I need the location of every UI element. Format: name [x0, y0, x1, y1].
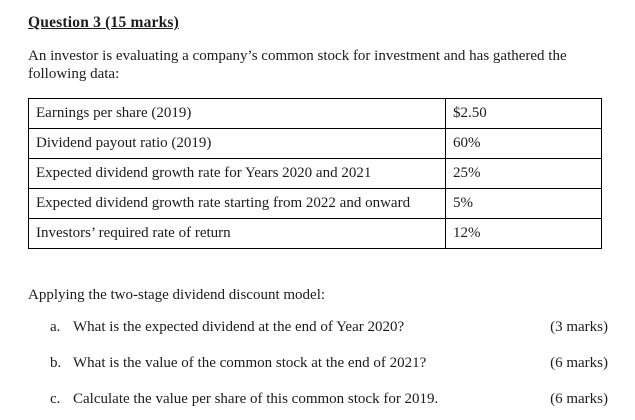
- model-instruction: Applying the two-stage dividend discount…: [28, 287, 326, 303]
- question-title: Question 3 (15 marks): [28, 14, 180, 31]
- table-cell-label: Earnings per share (2019): [28, 98, 446, 129]
- table-cell-value: 12%: [445, 218, 602, 249]
- table-row: Expected dividend growth rate starting f…: [28, 188, 602, 219]
- table-cell-label: Expected dividend growth rate for Years …: [28, 158, 446, 189]
- table-cell-value: 60%: [445, 128, 602, 159]
- sub-question-c: c. Calculate the value per share of this…: [28, 391, 608, 408]
- question-marks: (6 marks): [550, 355, 608, 371]
- table-cell-label: Expected dividend growth rate starting f…: [28, 188, 446, 219]
- question-letter: a.: [50, 319, 61, 335]
- exam-question-page: Question 3 (15 marks) An investor is eva…: [28, 14, 608, 408]
- question-text: What is the expected dividend at the end…: [73, 319, 405, 335]
- question-letter: c.: [50, 391, 61, 407]
- table-cell-value: $2.50: [445, 98, 602, 129]
- table-cell-value: 25%: [445, 158, 602, 189]
- table-cell-label: Investors’ required rate of return: [28, 218, 446, 249]
- question-marks: (3 marks): [550, 319, 608, 335]
- table-row: Expected dividend growth rate for Years …: [28, 158, 602, 189]
- sub-question-a: a. What is the expected dividend at the …: [28, 319, 608, 336]
- question-text: Calculate the value per share of this co…: [73, 391, 439, 407]
- table-row: Dividend payout ratio (2019) 60%: [28, 128, 602, 159]
- table-cell-value: 5%: [445, 188, 602, 219]
- table-row: Earnings per share (2019) $2.50: [28, 98, 602, 129]
- table-row: Investors’ required rate of return 12%: [28, 218, 602, 249]
- given-data-table: Earnings per share (2019) $2.50 Dividend…: [28, 98, 602, 249]
- question-letter: b.: [50, 355, 62, 371]
- question-text: What is the value of the common stock at…: [73, 355, 427, 371]
- question-intro: An investor is evaluating a company’s co…: [28, 48, 567, 82]
- sub-question-b: b. What is the value of the common stock…: [28, 355, 608, 372]
- question-marks: (6 marks): [550, 391, 608, 407]
- table-cell-label: Dividend payout ratio (2019): [28, 128, 446, 159]
